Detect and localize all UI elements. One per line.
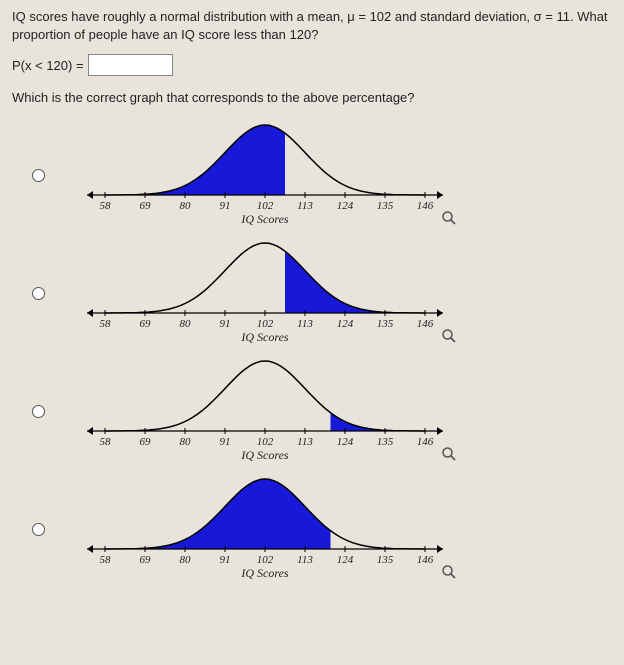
svg-text:113: 113 [297,200,313,210]
svg-text:124: 124 [337,200,354,210]
option-radio-2[interactable] [32,287,45,300]
magnify-icon[interactable] [441,564,457,583]
svg-text:102: 102 [257,318,274,328]
svg-text:91: 91 [220,554,231,564]
svg-text:113: 113 [297,436,313,446]
svg-text:135: 135 [377,554,394,564]
option-row: 58 69 80 91 102 113 124 135 146 IQ Scores [12,351,612,463]
svg-text:135: 135 [377,200,394,210]
svg-text:58: 58 [100,436,112,446]
svg-text:135: 135 [377,318,394,328]
svg-text:146: 146 [417,200,434,210]
prob-input[interactable] [88,54,173,76]
svg-text:102: 102 [257,554,274,564]
svg-text:58: 58 [100,554,112,564]
svg-text:124: 124 [337,554,354,564]
svg-text:102: 102 [257,200,274,210]
magnify-icon[interactable] [441,446,457,465]
svg-text:124: 124 [337,436,354,446]
svg-text:113: 113 [297,554,313,564]
svg-text:135: 135 [377,436,394,446]
chart-4: 58 69 80 91 102 113 124 135 146 IQ Scores [75,469,455,581]
svg-text:69: 69 [140,200,152,210]
svg-text:146: 146 [417,554,434,564]
svg-text:80: 80 [180,554,192,564]
x-axis-label: IQ Scores [75,448,455,463]
chart-1: 58 69 80 91 102 113 124 135 146 IQ Scores [75,115,455,227]
svg-text:80: 80 [180,200,192,210]
magnify-icon[interactable] [441,328,457,347]
svg-text:102: 102 [257,436,274,446]
sub-question: Which is the correct graph that correspo… [12,90,612,105]
svg-text:69: 69 [140,318,152,328]
x-axis-label: IQ Scores [75,330,455,345]
magnify-icon[interactable] [441,210,457,229]
option-row: 58 69 80 91 102 113 124 135 146 IQ Scores [12,469,612,581]
chart-2: 58 69 80 91 102 113 124 135 146 IQ Scores [75,233,455,345]
svg-text:69: 69 [140,554,152,564]
option-radio-1[interactable] [32,169,45,182]
svg-text:80: 80 [180,318,192,328]
x-axis-label: IQ Scores [75,212,455,227]
svg-text:91: 91 [220,436,231,446]
option-row: 58 69 80 91 102 113 124 135 146 IQ Scores [12,233,612,345]
x-axis-label: IQ Scores [75,566,455,581]
svg-text:58: 58 [100,200,112,210]
svg-text:113: 113 [297,318,313,328]
option-radio-3[interactable] [32,405,45,418]
svg-text:91: 91 [220,318,231,328]
svg-text:80: 80 [180,436,192,446]
question-line2: proportion of people have an IQ score le… [12,26,612,44]
prob-label: P(x < 120) = [12,58,84,73]
svg-text:91: 91 [220,200,231,210]
option-row: 58 69 80 91 102 113 124 135 146 IQ Scores [12,115,612,227]
svg-text:58: 58 [100,318,112,328]
chart-3: 58 69 80 91 102 113 124 135 146 IQ Scores [75,351,455,463]
svg-text:146: 146 [417,318,434,328]
question-line1: IQ scores have roughly a normal distribu… [12,8,612,26]
svg-text:124: 124 [337,318,354,328]
svg-text:69: 69 [140,436,152,446]
svg-text:146: 146 [417,436,434,446]
option-radio-4[interactable] [32,523,45,536]
